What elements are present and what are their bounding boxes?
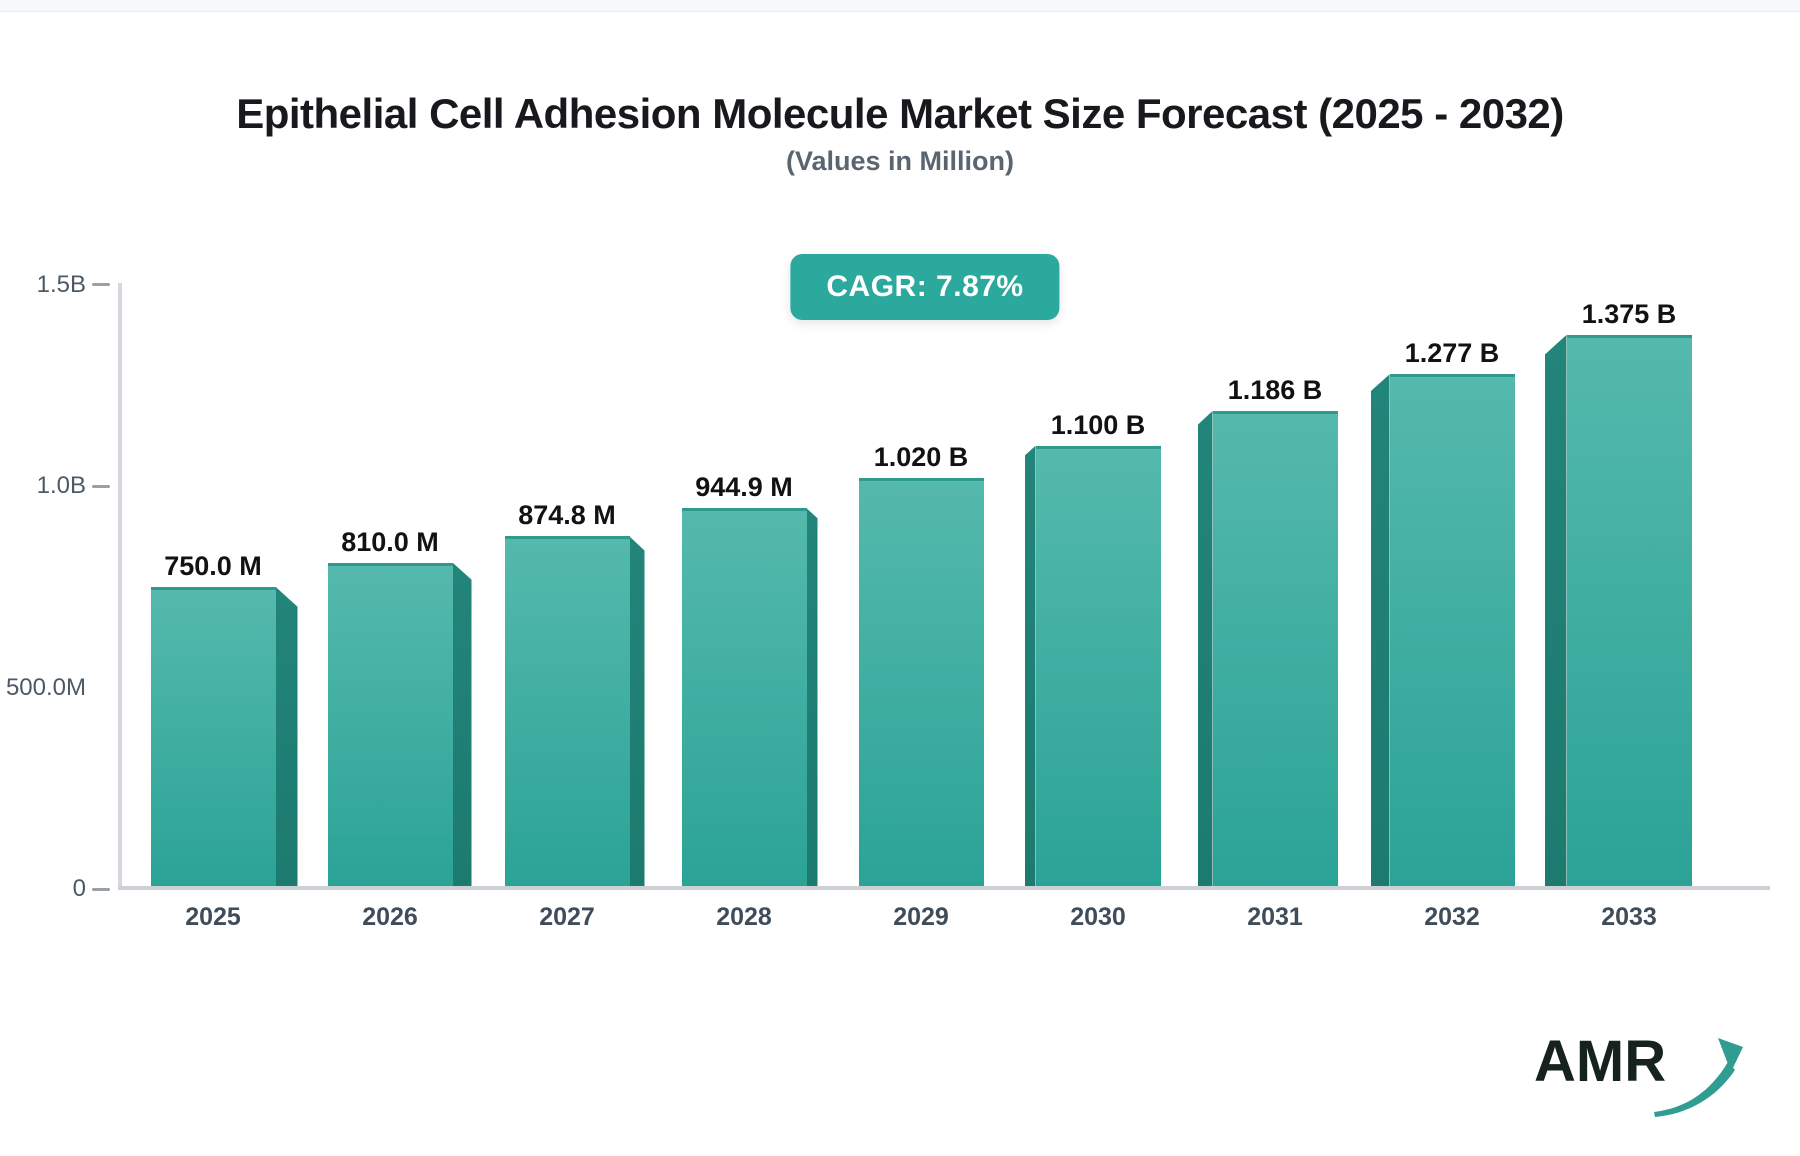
bar[interactable]	[1566, 334, 1692, 889]
bar-value-label: 750.0 M	[164, 550, 262, 581]
y-axis-label: 1.5B	[36, 270, 86, 298]
x-axis-label: 2027	[539, 903, 595, 931]
bar[interactable]	[150, 586, 276, 889]
y-axis-tick	[92, 283, 110, 286]
top-border-strip	[0, 0, 1800, 12]
bar-side-face	[452, 562, 472, 889]
x-axis-label: 2029	[893, 903, 949, 931]
bar[interactable]	[858, 477, 984, 889]
bar[interactable]	[1035, 445, 1161, 889]
bar[interactable]	[681, 508, 807, 889]
chart-title: Epithelial Cell Adhesion Molecule Market…	[236, 90, 1564, 137]
y-axis-label: 1.0B	[36, 472, 86, 499]
bar-value-label: 810.0 M	[341, 526, 439, 557]
bar-side-face	[1370, 374, 1390, 889]
bar-side-face	[806, 508, 818, 889]
bar-value-label: 1.375 B	[1581, 298, 1677, 329]
x-axis-label: 2025	[185, 903, 241, 931]
x-axis-label: 2033	[1601, 903, 1657, 931]
cagr-badge: CAGR: 7.87%	[790, 254, 1060, 320]
bar[interactable]	[327, 562, 453, 889]
bar-value-label: 1.277 B	[1404, 338, 1500, 369]
bar-value-label: 1.020 B	[873, 441, 969, 472]
bar-side-face	[1197, 411, 1213, 889]
x-axis-label: 2031	[1247, 903, 1303, 931]
bar[interactable]	[1212, 411, 1338, 889]
x-axis-label: 2030	[1070, 903, 1126, 931]
amr-logo: AMR	[1534, 1032, 1744, 1118]
growth-arrow-icon	[1654, 1038, 1744, 1117]
bar-value-label: 1.100 B	[1050, 409, 1146, 440]
y-axis-label: 0	[72, 875, 86, 902]
chart-subtitle: (Values in Million)	[785, 146, 1015, 176]
bar-value-label: 1.186 B	[1227, 375, 1323, 406]
y-axis-tick	[92, 887, 110, 891]
bar[interactable]	[504, 536, 630, 889]
y-axis-line	[118, 283, 122, 890]
bar-side-face	[1544, 334, 1567, 889]
bar-side-face	[1024, 445, 1036, 889]
bar-value-label: 944.9 M	[695, 472, 793, 503]
x-axis-line	[118, 886, 1770, 890]
bar[interactable]	[1389, 374, 1515, 889]
x-axis-label: 2032	[1424, 903, 1480, 931]
y-axis-tick	[92, 484, 110, 488]
amr-logo-text: AMR	[1534, 1029, 1667, 1094]
x-axis-label: 2028	[716, 903, 772, 931]
bar-side-face	[275, 586, 298, 889]
y-axis-label: 500.0M	[5, 673, 86, 701]
x-axis-label: 2026	[362, 903, 418, 931]
bar-side-face	[629, 536, 645, 889]
bar-value-label: 874.8 M	[518, 500, 616, 531]
